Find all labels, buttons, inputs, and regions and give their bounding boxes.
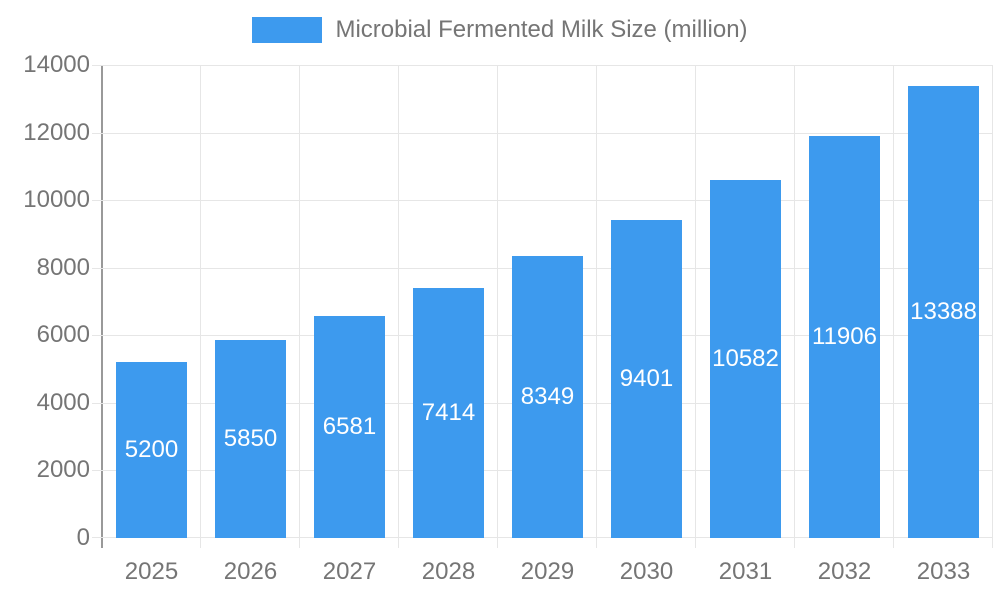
y-axis: 0 2000 4000 6000 8000 10000 12000 14000 xyxy=(0,51,90,551)
legend-label: Microbial Fermented Milk Size (million) xyxy=(335,16,748,43)
x-tick-label: 2030 xyxy=(619,558,674,585)
x-tick-label: 2031 xyxy=(718,558,773,585)
y-axis-line xyxy=(101,65,103,548)
legend-swatch-icon xyxy=(252,17,323,43)
x-tick-label: 2027 xyxy=(322,558,377,585)
bar-value-label: 8349 xyxy=(520,383,575,410)
y-tick-label: 4000 xyxy=(36,388,90,416)
legend-item[interactable]: Microbial Fermented Milk Size (million) xyxy=(0,16,1000,44)
grid-line-v xyxy=(794,65,795,548)
bar: 7414 xyxy=(413,288,484,538)
bar-value-label: 5200 xyxy=(124,436,179,463)
x-tick-label: 2025 xyxy=(124,558,179,585)
x-tick-label: 2032 xyxy=(817,558,872,585)
plot-area: 5200 5850 6581 7414 8349 9401 10582 11906 13388 xyxy=(92,65,993,548)
bar: 11906 xyxy=(809,136,880,538)
bar-value-label: 7414 xyxy=(421,399,476,426)
bar: 9401 xyxy=(611,220,682,538)
grid-line-v xyxy=(200,65,201,548)
grid-line-v xyxy=(299,65,300,548)
bar: 5200 xyxy=(116,362,187,538)
y-tick-label: 10000 xyxy=(23,186,90,214)
grid-line-h xyxy=(92,65,993,66)
bar-value-label: 11906 xyxy=(812,323,877,350)
grid-line-v xyxy=(695,65,696,548)
grid-line-v xyxy=(596,65,597,548)
bar: 6581 xyxy=(314,316,385,538)
y-tick-label: 0 xyxy=(76,524,90,551)
x-tick-label: 2028 xyxy=(421,558,476,585)
grid-line-v xyxy=(398,65,399,548)
y-tick-label: 14000 xyxy=(23,51,90,78)
grid-line-v xyxy=(992,65,993,548)
bar: 13388 xyxy=(908,86,979,538)
y-tick-label: 2000 xyxy=(36,456,90,484)
bar-value-label: 6581 xyxy=(322,413,377,440)
y-tick-label: 8000 xyxy=(36,253,90,281)
bar-value-label: 9401 xyxy=(619,365,674,392)
bar: 10582 xyxy=(710,180,781,538)
bar-value-label: 13388 xyxy=(910,298,977,325)
x-axis: 2025 2026 2027 2028 2029 2030 2031 2032 2033 xyxy=(102,558,993,588)
grid-line-h xyxy=(92,200,993,201)
x-tick-label: 2029 xyxy=(520,558,575,585)
grid-line-h xyxy=(92,133,993,134)
y-tick-label: 6000 xyxy=(36,321,90,349)
x-tick-label: 2033 xyxy=(916,558,971,585)
bar-value-label: 10582 xyxy=(712,345,779,372)
grid-line-v xyxy=(893,65,894,548)
y-tick-label: 12000 xyxy=(23,118,90,146)
grid-line-v xyxy=(497,65,498,548)
x-tick-label: 2026 xyxy=(223,558,278,585)
bar: 5850 xyxy=(215,340,286,538)
bar-value-label: 5850 xyxy=(223,425,278,452)
bar: 8349 xyxy=(512,256,583,538)
